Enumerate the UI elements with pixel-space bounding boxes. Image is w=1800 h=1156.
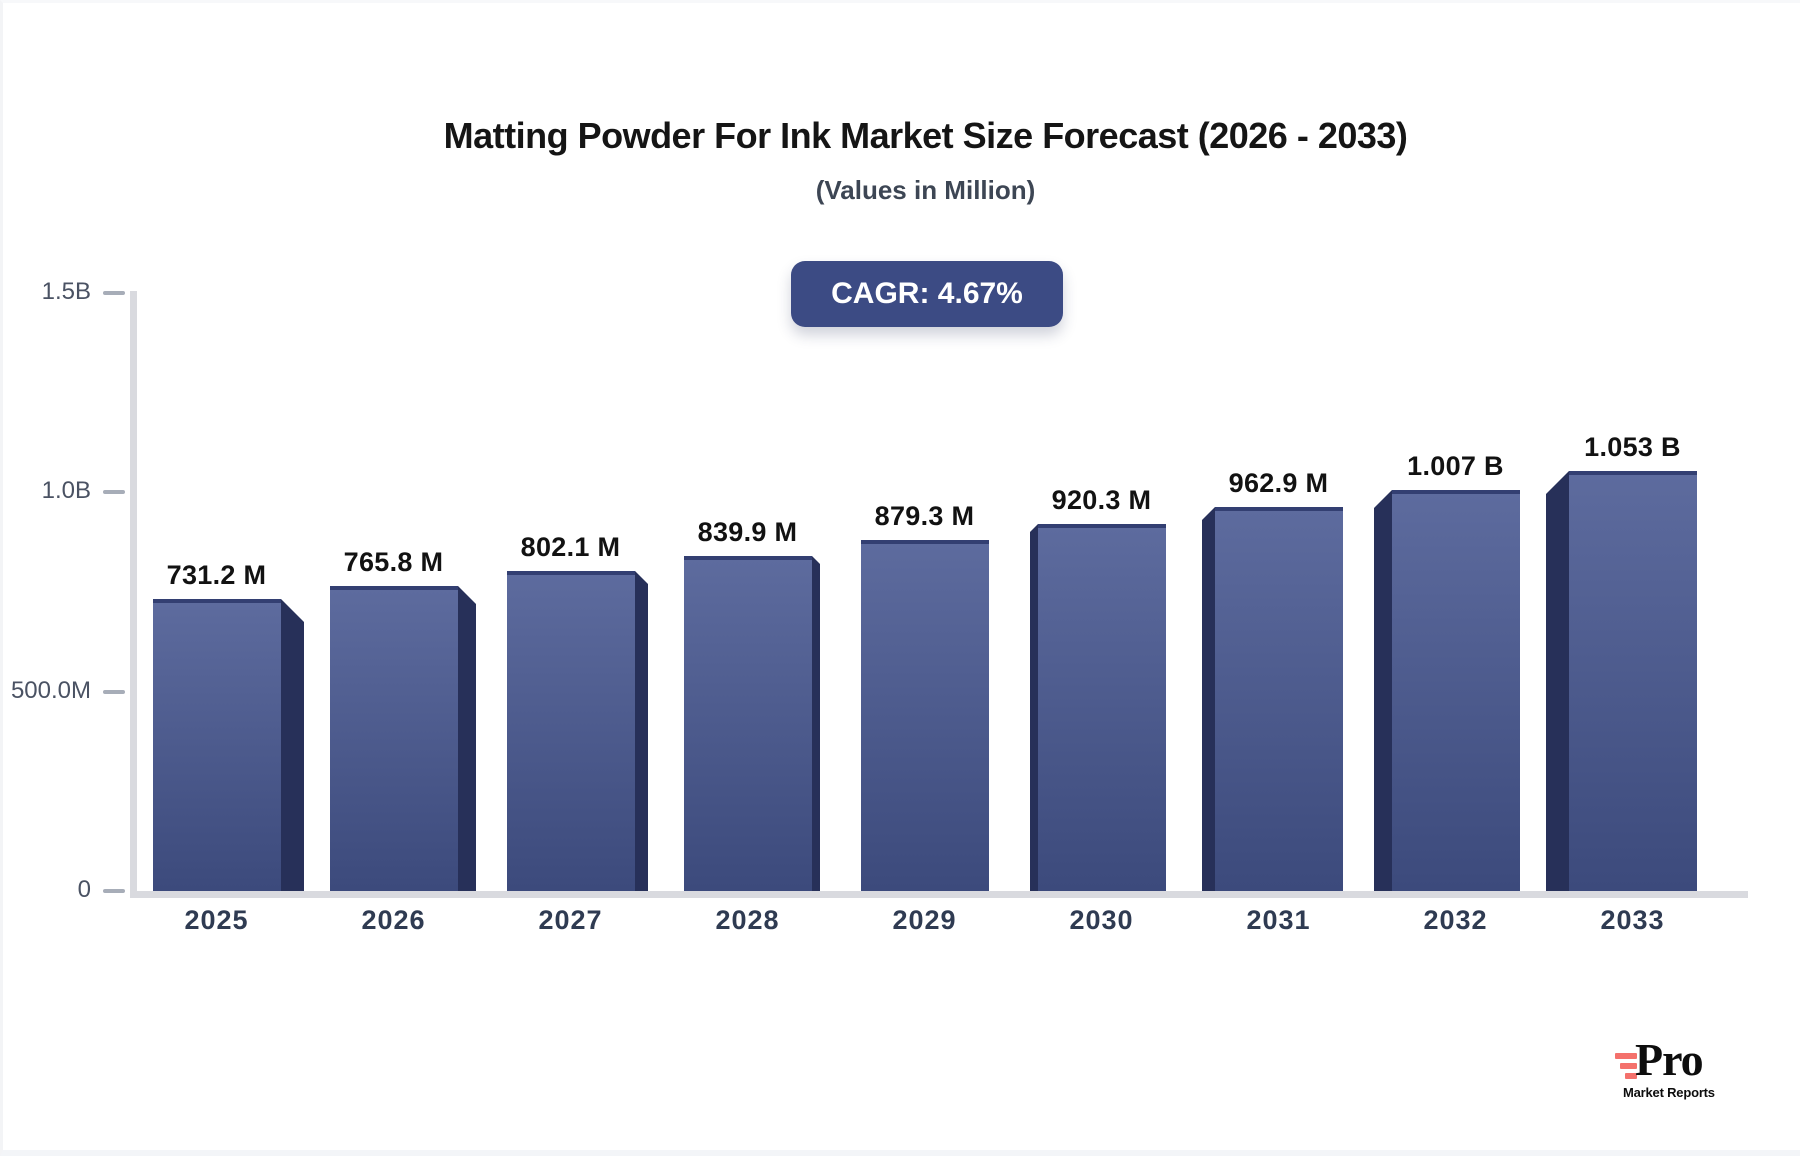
x-category-label-2026: 2026 [361, 905, 426, 935]
chart-title: Matting Powder For Ink Market Size Forec… [443, 115, 1408, 156]
x-category-label-2029: 2029 [892, 905, 957, 935]
bar-3d-side-2031 [1201, 507, 1215, 891]
bar-3d-side-2028 [811, 556, 820, 891]
y-axis-line [130, 291, 137, 898]
bar-2027[interactable] [506, 571, 635, 891]
bar-value-label-2026: 765.8 M [343, 547, 444, 577]
y-tick-label: 1.5B [41, 278, 91, 305]
bar-2033[interactable] [1568, 471, 1697, 891]
x-category-label-2032: 2032 [1423, 905, 1488, 935]
bar-value-label-2033: 1.053 B [1584, 432, 1681, 462]
logo-subtext: Market Reports [1623, 1085, 1715, 1100]
y-tick-mark [103, 689, 125, 694]
logo-name: Pro [1635, 1034, 1704, 1085]
bar-3d-side-2026 [457, 586, 476, 891]
bar-value-label-2032: 1.007 B [1407, 451, 1504, 481]
x-category-label-2031: 2031 [1246, 905, 1311, 935]
y-tick-mark [103, 291, 125, 295]
bar-2025[interactable] [152, 599, 281, 891]
bars-layer: 731.2 M 765.8 M 802.1 M 839.9 M 879.3 M 920.3… [3, 253, 1800, 891]
x-category-label-2030: 2030 [1069, 905, 1134, 935]
bar-2029[interactable] [860, 540, 989, 891]
brand-logo: Pro Market Reports [1609, 1034, 1719, 1113]
bar-3d-side-2030 [1029, 524, 1038, 891]
bar-2030[interactable] [1037, 524, 1166, 891]
bar-3d-side-2025 [280, 599, 304, 891]
y-tick-label: 1.0B [41, 477, 91, 505]
bar-3d-side-2033 [1545, 471, 1569, 891]
bar-2026[interactable] [329, 586, 458, 891]
logo-bar-stripe [1625, 1073, 1637, 1079]
bar-2031[interactable] [1214, 507, 1343, 891]
bar-value-label-2028: 839.9 M [697, 517, 798, 547]
chart-subtitle: (Values in Million) [815, 175, 1036, 205]
bar-3d-side-2032 [1373, 490, 1392, 891]
bar-chart: 731.2 M 765.8 M 802.1 M 839.9 M 879.3 M 920.3… [3, 3, 1800, 1150]
bar-value-label-2031: 962.9 M [1228, 468, 1329, 498]
bar-value-label-2027: 802.1 M [520, 532, 621, 562]
y-tick-label: 0 [77, 876, 91, 903]
bar-2028[interactable] [683, 556, 812, 891]
cagr-badge: CAGR: 4.67% [791, 261, 1063, 327]
x-category-label-2027: 2027 [538, 905, 603, 935]
bar-value-label-2030: 920.3 M [1051, 485, 1152, 515]
x-axis-line [130, 891, 1748, 898]
y-tick-mark [103, 889, 125, 893]
bar-value-label-2029: 879.3 M [874, 501, 975, 531]
bar-value-label-2025: 731.2 M [166, 560, 267, 590]
bar-3d-side-2027 [634, 571, 648, 891]
logo-bars-icon [1609, 1053, 1637, 1083]
x-category-label-2025: 2025 [184, 905, 249, 935]
x-category-label-2033: 2033 [1600, 905, 1665, 935]
y-tick-mark [103, 490, 125, 495]
y-tick-label: 500.0M [10, 676, 91, 704]
x-category-label-2028: 2028 [715, 905, 780, 935]
bar-2032[interactable] [1391, 490, 1520, 891]
logo-bar-stripe [1620, 1063, 1637, 1069]
logo-bar-stripe [1615, 1053, 1637, 1059]
